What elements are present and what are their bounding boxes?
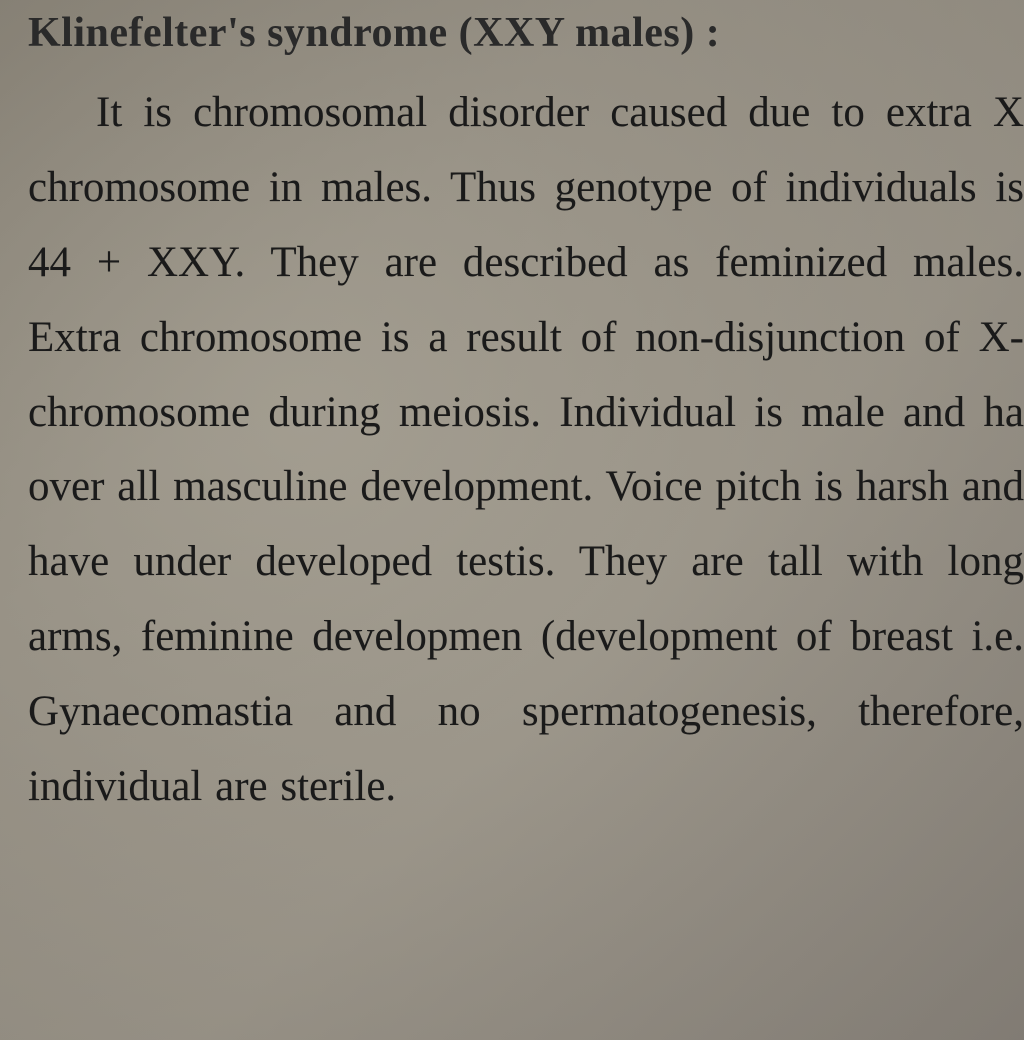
body-content: It is chromosomal disorder caused due to… (28, 89, 1024, 809)
textbook-page: Klinefelter's syndrome (XXY males) : It … (0, 0, 1024, 1040)
paragraph-body: It is chromosomal disorder caused due to… (28, 76, 1024, 824)
section-heading: Klinefelter's syndrome (XXY males) : (28, 8, 1024, 58)
